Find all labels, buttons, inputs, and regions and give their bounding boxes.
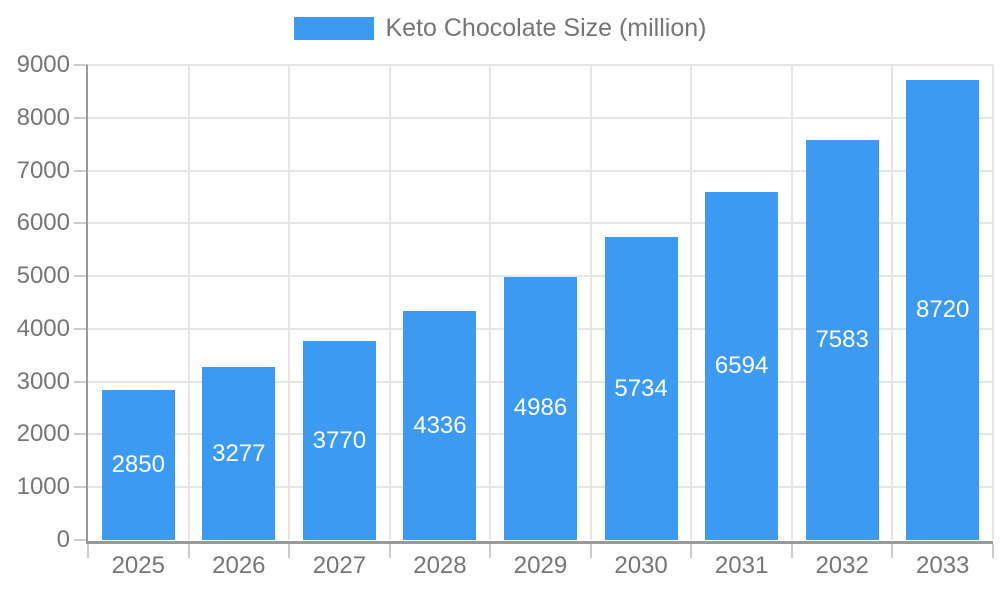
- bar: 4336: [403, 311, 477, 540]
- bar-value-label: 6594: [714, 351, 769, 379]
- x-tick: [187, 544, 190, 558]
- bar-value-label: 3770: [312, 426, 367, 454]
- x-axis-label: 2027: [312, 552, 367, 579]
- bar: 2850: [101, 389, 175, 540]
- gridline-y: [88, 222, 993, 225]
- y-axis-line: [86, 65, 88, 544]
- x-tick: [489, 544, 492, 558]
- x-axis-label: 2026: [212, 552, 266, 579]
- y-tick: [74, 327, 88, 330]
- bar: 4986: [504, 276, 577, 540]
- gridline-x: [992, 65, 994, 540]
- y-tick: [74, 169, 88, 172]
- gridline-x: [589, 65, 592, 540]
- bar: 7583: [805, 139, 879, 540]
- bar-value-label: 5734: [614, 374, 668, 402]
- bar: 3770: [302, 341, 376, 540]
- x-tick: [388, 544, 391, 558]
- x-tick: [891, 544, 894, 558]
- y-tick: [74, 486, 88, 489]
- legend-swatch: [293, 17, 374, 40]
- y-axis-label: 0: [56, 526, 70, 553]
- legend-label: Keto Chocolate Size (million): [385, 14, 707, 42]
- y-axis-label: 8000: [16, 103, 70, 131]
- x-tick: [87, 544, 89, 558]
- x-axis-label: 2029: [513, 552, 568, 579]
- y-axis-label: 4000: [16, 314, 70, 342]
- gridline-y: [88, 116, 993, 119]
- bar: 8720: [906, 79, 980, 540]
- x-axis-label: 2033: [916, 552, 970, 579]
- gridline-x: [288, 65, 291, 540]
- y-tick: [74, 116, 88, 119]
- y-axis-label: 9000: [16, 51, 70, 78]
- x-tick: [288, 544, 291, 558]
- x-axis-label: 2028: [413, 552, 467, 579]
- x-axis-label: 2031: [714, 552, 769, 579]
- bar-value-label: 4986: [513, 394, 568, 422]
- y-axis-label: 7000: [16, 156, 70, 184]
- y-tick: [74, 64, 88, 66]
- gridline-y: [88, 275, 993, 278]
- gridline-x: [489, 65, 492, 540]
- x-axis-label: 2030: [614, 552, 668, 579]
- gridline-y: [88, 64, 993, 66]
- y-axis-label: 5000: [16, 262, 70, 290]
- gridline-x: [187, 65, 190, 540]
- x-tick: [790, 544, 793, 558]
- bar-value-label: 4336: [413, 411, 467, 439]
- x-axis-label: 2025: [111, 552, 165, 579]
- gridline-x: [891, 65, 894, 540]
- y-tick: [74, 380, 88, 383]
- bar: 3277: [202, 367, 276, 540]
- x-axis-line: [86, 541, 993, 544]
- y-axis-label: 6000: [16, 209, 70, 237]
- gridline-x: [388, 65, 391, 540]
- y-axis-label: 1000: [16, 473, 70, 501]
- y-tick: [74, 222, 88, 225]
- bar-value-label: 7583: [815, 325, 869, 353]
- x-tick: [589, 544, 592, 558]
- y-tick: [74, 539, 88, 541]
- y-tick: [74, 433, 88, 436]
- bar-value-label: 2850: [111, 450, 165, 478]
- bar: 5734: [604, 237, 678, 540]
- legend: Keto Chocolate Size (million): [0, 14, 1000, 43]
- x-tick: [690, 544, 693, 558]
- bar-value-label: 3277: [212, 439, 266, 467]
- x-tick: [992, 544, 994, 558]
- y-axis-label: 3000: [16, 367, 70, 395]
- bar: 6594: [705, 191, 779, 540]
- gridline-x: [690, 65, 693, 540]
- y-axis-label: 2000: [16, 420, 70, 448]
- gridline-x: [790, 65, 793, 540]
- x-axis-label: 2032: [815, 552, 869, 579]
- y-tick: [74, 275, 88, 278]
- gridline-y: [88, 169, 993, 172]
- bar-value-label: 8720: [916, 295, 970, 323]
